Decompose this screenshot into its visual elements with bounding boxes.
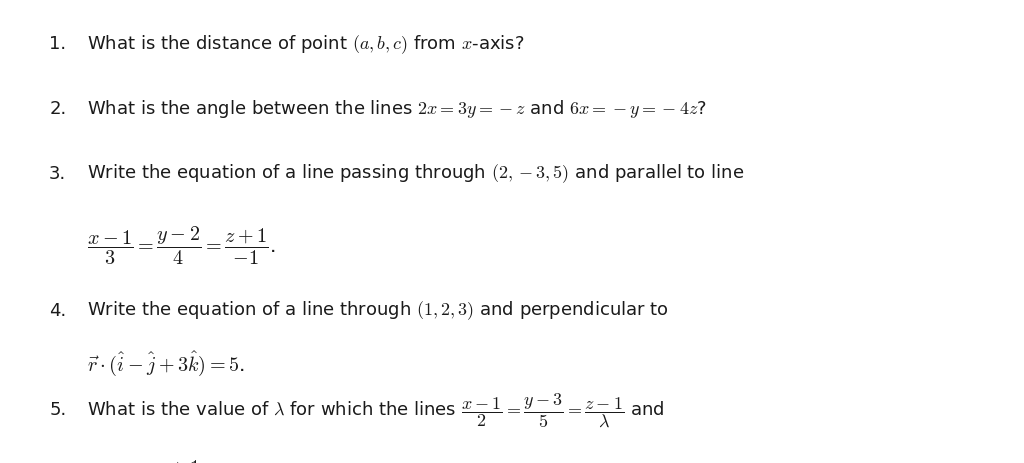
Text: 3.: 3.: [49, 164, 67, 182]
Text: 5.: 5.: [49, 400, 67, 419]
Text: 1.: 1.: [49, 35, 67, 53]
Text: $\dfrac{x-2}{3} = \dfrac{y+1}{-2} = \dfrac{z}{2}$ are perpendicular to each othe: $\dfrac{x-2}{3} = \dfrac{y+1}{-2} = \dfr…: [87, 458, 570, 463]
Text: Write the equation of a line through $(1, 2, 3)$ and perpendicular to: Write the equation of a line through $(1…: [87, 299, 669, 322]
Text: What is the value of $\lambda$ for which the lines $\dfrac{x-1}{2} = \dfrac{y-3}: What is the value of $\lambda$ for which…: [87, 391, 665, 429]
Text: What is the angle between the lines $2x = 3y = -z$ and $6x = -y = -4z$?: What is the angle between the lines $2x …: [87, 98, 707, 119]
Text: $\dfrac{x-1}{3} = \dfrac{y-2}{4} = \dfrac{z+1}{-1}$.: $\dfrac{x-1}{3} = \dfrac{y-2}{4} = \dfra…: [87, 225, 275, 267]
Text: 2.: 2.: [49, 100, 67, 118]
Text: 4.: 4.: [49, 301, 67, 319]
Text: What is the distance of point $(a, b, c)$ from $x$-axis?: What is the distance of point $(a, b, c)…: [87, 33, 524, 56]
Text: $\vec{r} \cdot (\hat{i} - \hat{j} + 3\hat{k}) = 5$.: $\vec{r} \cdot (\hat{i} - \hat{j} + 3\ha…: [87, 349, 245, 377]
Text: Write the equation of a line passing through $(2, -3, 5)$ and parallel to line: Write the equation of a line passing thr…: [87, 163, 744, 185]
